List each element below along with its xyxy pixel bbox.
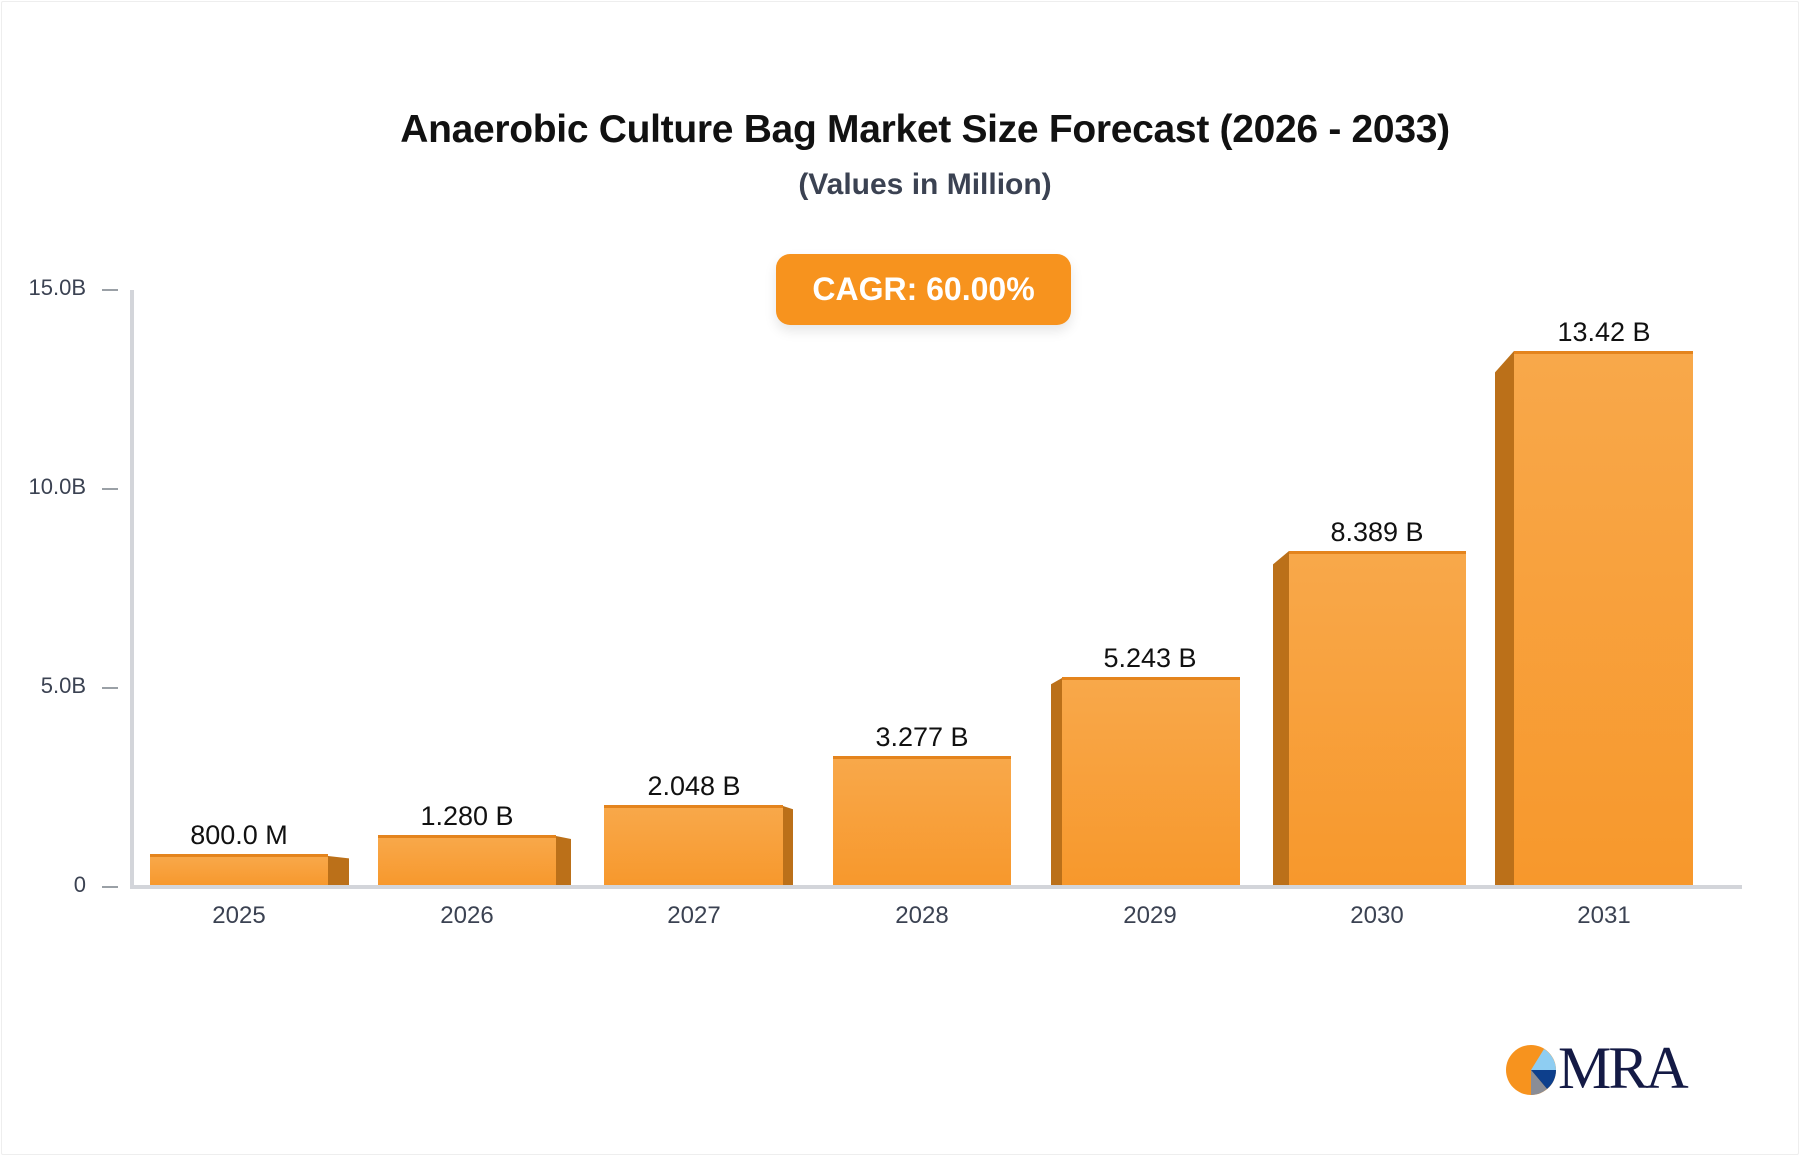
y-tick-label: 0: [73, 872, 86, 897]
x-tick-label: 2027: [667, 902, 721, 929]
bar-value-label: 5.243 B: [1103, 643, 1197, 673]
bar-side: [556, 836, 571, 886]
bar-front: [1289, 551, 1466, 886]
bar-side: [783, 806, 793, 886]
bar-front: [604, 805, 783, 886]
bar-value-label: 800.0 M: [190, 820, 288, 850]
y-tick-mark: [102, 886, 118, 888]
y-tick-label: 5.0B: [40, 673, 86, 698]
x-tick-label: 2026: [440, 902, 494, 929]
bar-side: [328, 856, 349, 886]
y-tick-mark: [102, 488, 118, 490]
y-tick-label: 10.0B: [28, 474, 87, 499]
logo-text: MRA: [1558, 1035, 1689, 1101]
x-tick-label: 2031: [1577, 902, 1631, 929]
mra-logo: MRA: [1505, 1035, 1695, 1101]
bar-front: [378, 835, 556, 886]
y-tick-mark: [102, 687, 118, 689]
y-axis-line: [130, 290, 134, 888]
bar-value-label: 2.048 B: [647, 771, 741, 801]
chart-title: Anaerobic Culture Bag Market Size Foreca…: [400, 108, 1450, 151]
bar-value-label: 8.389 B: [1330, 517, 1424, 547]
bar-value-label: 1.280 B: [420, 801, 514, 831]
y-tick-label: 15.0B: [28, 275, 87, 300]
bar-side: [1051, 678, 1062, 886]
y-tick-mark: [102, 289, 118, 291]
x-tick-label: 2025: [212, 902, 266, 929]
x-axis-line: [130, 885, 1742, 889]
bar-front: [833, 756, 1011, 886]
chart-subtitle: (Values in Million): [798, 168, 1052, 201]
x-tick-label: 2029: [1123, 902, 1177, 929]
bar-side: [1495, 351, 1514, 886]
bar-value-label: 3.277 B: [875, 722, 969, 752]
cagr-badge: CAGR: 60.00%: [776, 254, 1071, 325]
bar-front: [1062, 677, 1240, 886]
bar-side: [1273, 551, 1289, 886]
x-tick-label: 2028: [895, 902, 949, 929]
x-tick-label: 2030: [1350, 902, 1404, 929]
bar-value-label: 13.42 B: [1557, 317, 1651, 347]
bar-front: [1514, 351, 1693, 886]
pie-logo-icon: [1506, 1045, 1556, 1095]
bar-front: [150, 854, 328, 886]
